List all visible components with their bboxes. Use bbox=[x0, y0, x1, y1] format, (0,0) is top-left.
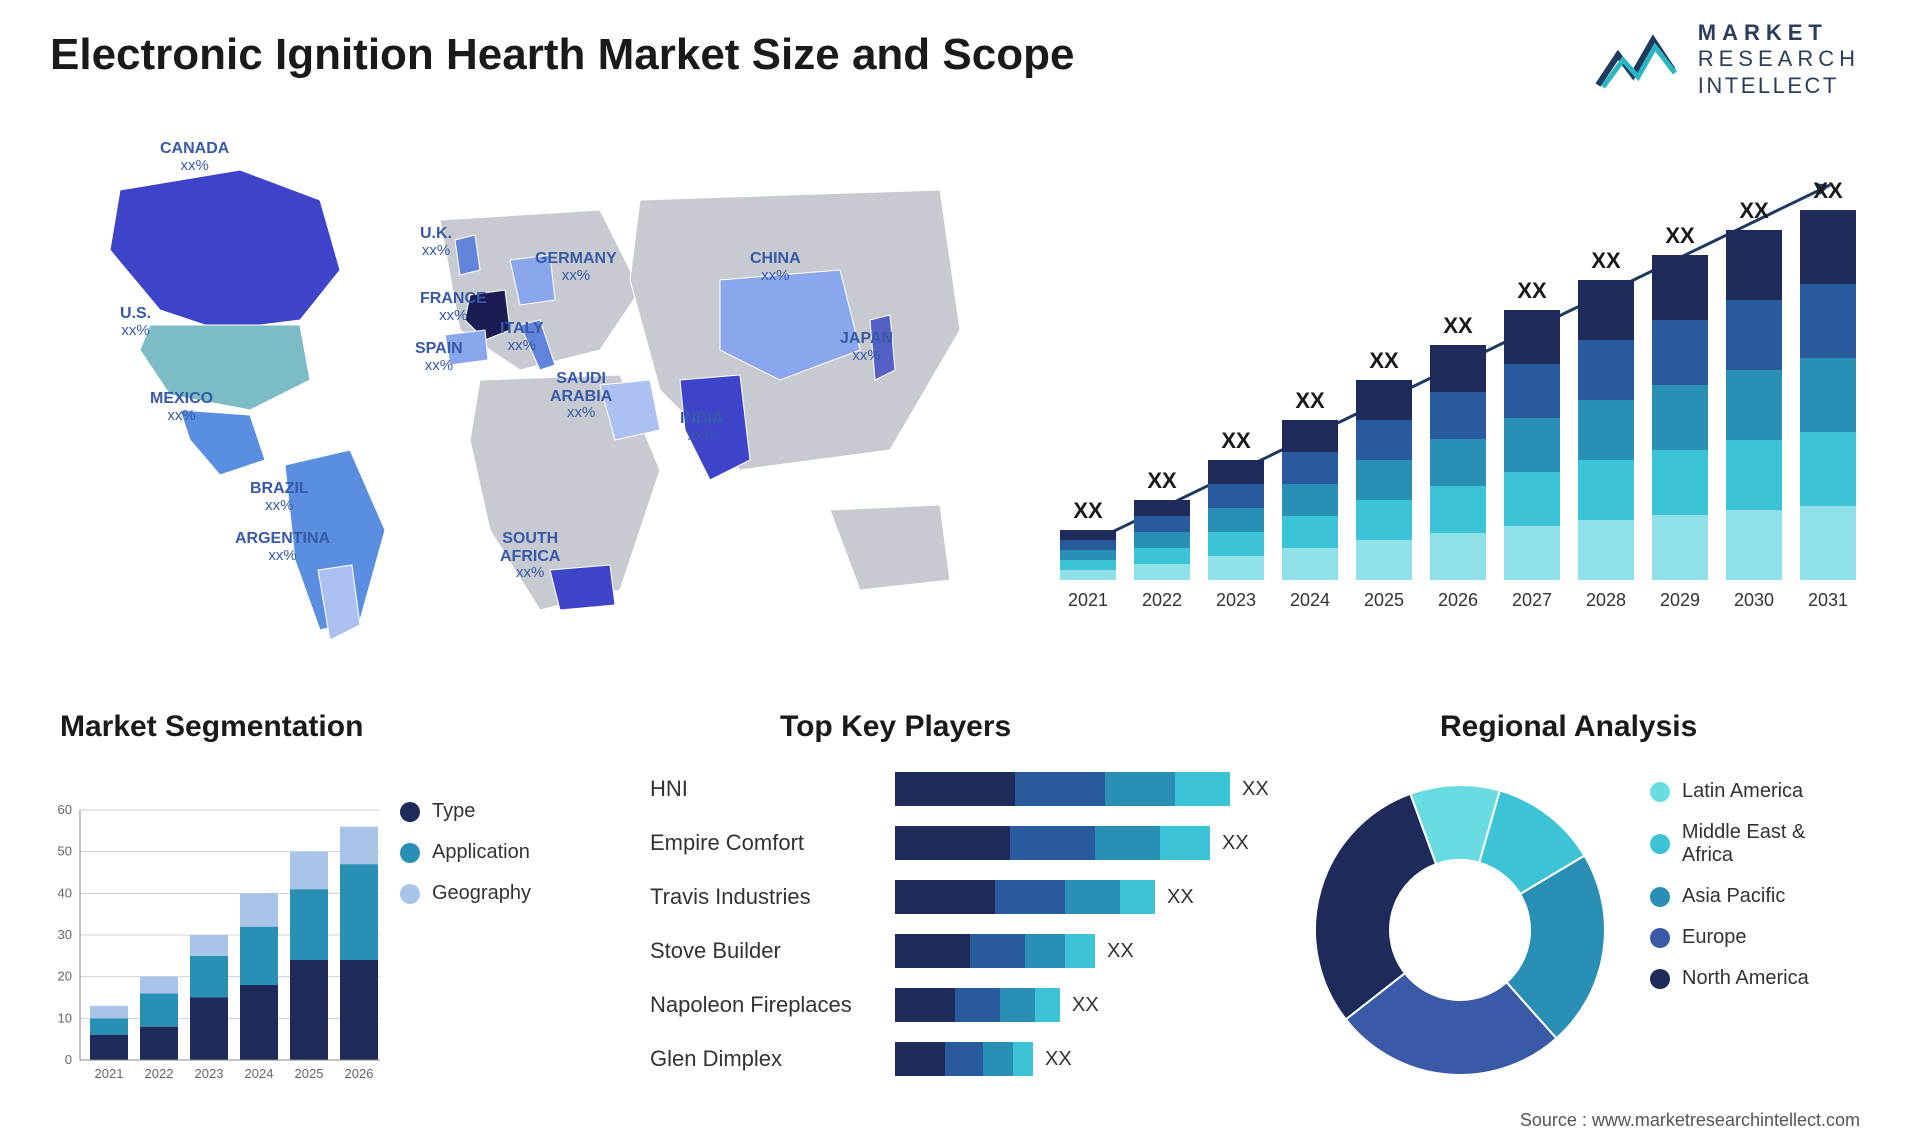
svg-text:XX: XX bbox=[1517, 278, 1547, 303]
map-label-uk: U.K.xx% bbox=[420, 225, 452, 259]
player-value: XX bbox=[1072, 994, 1099, 1017]
svg-text:XX: XX bbox=[1073, 498, 1103, 523]
seg-legend-application: Application bbox=[400, 841, 531, 864]
svg-text:2021: 2021 bbox=[1068, 590, 1108, 610]
player-label: Glen Dimplex bbox=[650, 1046, 895, 1072]
svg-text:2025: 2025 bbox=[1364, 590, 1404, 610]
svg-text:20: 20 bbox=[58, 969, 72, 984]
region-legend-europe: Europe bbox=[1650, 926, 1860, 949]
player-label: HNI bbox=[650, 776, 895, 802]
svg-text:XX: XX bbox=[1295, 388, 1325, 413]
svg-text:50: 50 bbox=[58, 844, 72, 859]
map-label-japan: JAPANxx% bbox=[840, 330, 893, 364]
brand-logo: MARKET RESEARCH INTELLECT bbox=[1593, 20, 1860, 99]
svg-text:2021: 2021 bbox=[95, 1066, 124, 1081]
player-label: Travis Industries bbox=[650, 884, 895, 910]
svg-text:2027: 2027 bbox=[1512, 590, 1552, 610]
player-label: Napoleon Fireplaces bbox=[650, 992, 895, 1018]
svg-text:XX: XX bbox=[1369, 348, 1399, 373]
svg-text:2025: 2025 bbox=[295, 1066, 324, 1081]
map-label-india: INDIAxx% bbox=[680, 410, 724, 444]
map-label-italy: ITALYxx% bbox=[500, 320, 544, 354]
player-label: Stove Builder bbox=[650, 938, 895, 964]
map-label-argentina: ARGENTINAxx% bbox=[235, 530, 330, 564]
seg-legend-type: Type bbox=[400, 800, 531, 823]
player-value: XX bbox=[1045, 1048, 1072, 1071]
page-title: Electronic Ignition Hearth Market Size a… bbox=[50, 30, 1074, 80]
map-label-southafrica: SOUTHAFRICAxx% bbox=[500, 530, 560, 582]
svg-text:XX: XX bbox=[1443, 313, 1473, 338]
svg-text:2022: 2022 bbox=[1142, 590, 1182, 610]
svg-text:XX: XX bbox=[1665, 223, 1695, 248]
map-label-spain: SPAINxx% bbox=[415, 340, 463, 374]
players-title: Top Key Players bbox=[780, 710, 1011, 744]
player-value: XX bbox=[1107, 940, 1134, 963]
svg-text:2031: 2031 bbox=[1808, 590, 1848, 610]
svg-text:XX: XX bbox=[1591, 248, 1621, 273]
player-value: XX bbox=[1222, 832, 1249, 855]
svg-text:2022: 2022 bbox=[145, 1066, 174, 1081]
player-row: Stove Builder XX bbox=[650, 932, 1270, 970]
regional-legend: Latin America Middle East & Africa Asia Pa… bbox=[1650, 780, 1860, 1008]
map-label-saudiarabia: SAUDIARABIAxx% bbox=[550, 370, 612, 422]
world-map: CANADAxx% U.S.xx% MEXICOxx% BRAZILxx% ARGENT… bbox=[40, 130, 970, 650]
map-label-china: CHINAxx% bbox=[750, 250, 801, 284]
svg-text:2024: 2024 bbox=[1290, 590, 1330, 610]
svg-text:2029: 2029 bbox=[1660, 590, 1700, 610]
player-row: Empire Comfort XX bbox=[650, 824, 1270, 862]
region-legend-middle-east---africa: Middle East & Africa bbox=[1650, 821, 1860, 867]
player-row: HNI XX bbox=[650, 770, 1270, 808]
player-row: Glen Dimplex XX bbox=[650, 1040, 1270, 1078]
seg-legend-geography: Geography bbox=[400, 882, 531, 905]
region-legend-north-america: North America bbox=[1650, 967, 1860, 990]
player-row: Travis Industries XX bbox=[650, 878, 1270, 916]
segmentation-legend: Type Application Geography bbox=[400, 800, 531, 923]
svg-text:2023: 2023 bbox=[1216, 590, 1256, 610]
region-legend-latin-america: Latin America bbox=[1650, 780, 1860, 803]
player-value: XX bbox=[1167, 886, 1194, 909]
segmentation-title: Market Segmentation bbox=[60, 710, 363, 744]
svg-text:2028: 2028 bbox=[1586, 590, 1626, 610]
svg-text:40: 40 bbox=[58, 885, 72, 900]
map-label-germany: GERMANYxx% bbox=[535, 250, 617, 284]
svg-text:XX: XX bbox=[1739, 198, 1769, 223]
regional-title: Regional Analysis bbox=[1440, 710, 1697, 744]
map-label-france: FRANCExx% bbox=[420, 290, 487, 324]
key-players-chart: HNI XX Empire Comfort XX Travis Industries XX… bbox=[650, 770, 1270, 1094]
map-label-mexico: MEXICOxx% bbox=[150, 390, 213, 424]
region-legend-asia-pacific: Asia Pacific bbox=[1650, 885, 1860, 908]
player-label: Empire Comfort bbox=[650, 830, 895, 856]
svg-text:60: 60 bbox=[58, 802, 72, 817]
logo-text: MARKET RESEARCH INTELLECT bbox=[1698, 20, 1860, 99]
player-value: XX bbox=[1242, 778, 1269, 801]
svg-text:0: 0 bbox=[65, 1052, 72, 1067]
svg-text:XX: XX bbox=[1221, 428, 1251, 453]
map-label-canada: CANADAxx% bbox=[160, 140, 229, 174]
svg-text:10: 10 bbox=[58, 1010, 72, 1025]
player-row: Napoleon Fireplaces XX bbox=[650, 986, 1270, 1024]
svg-text:2024: 2024 bbox=[245, 1066, 274, 1081]
map-label-brazil: BRAZILxx% bbox=[250, 480, 309, 514]
market-growth-chart: XX 2021 XX 2022 XX 2023 XX 2024 XX 2025 XX 2026 XX 20… bbox=[1040, 150, 1860, 630]
logo-icon bbox=[1593, 25, 1683, 95]
svg-text:2026: 2026 bbox=[1438, 590, 1478, 610]
svg-text:2030: 2030 bbox=[1734, 590, 1774, 610]
source-attribution: Source : www.marketresearchintellect.com bbox=[1520, 1110, 1860, 1131]
svg-text:XX: XX bbox=[1813, 178, 1843, 203]
svg-text:2026: 2026 bbox=[345, 1066, 374, 1081]
map-label-us: U.S.xx% bbox=[120, 305, 151, 339]
svg-text:XX: XX bbox=[1147, 468, 1177, 493]
svg-text:30: 30 bbox=[58, 927, 72, 942]
svg-text:2023: 2023 bbox=[195, 1066, 224, 1081]
